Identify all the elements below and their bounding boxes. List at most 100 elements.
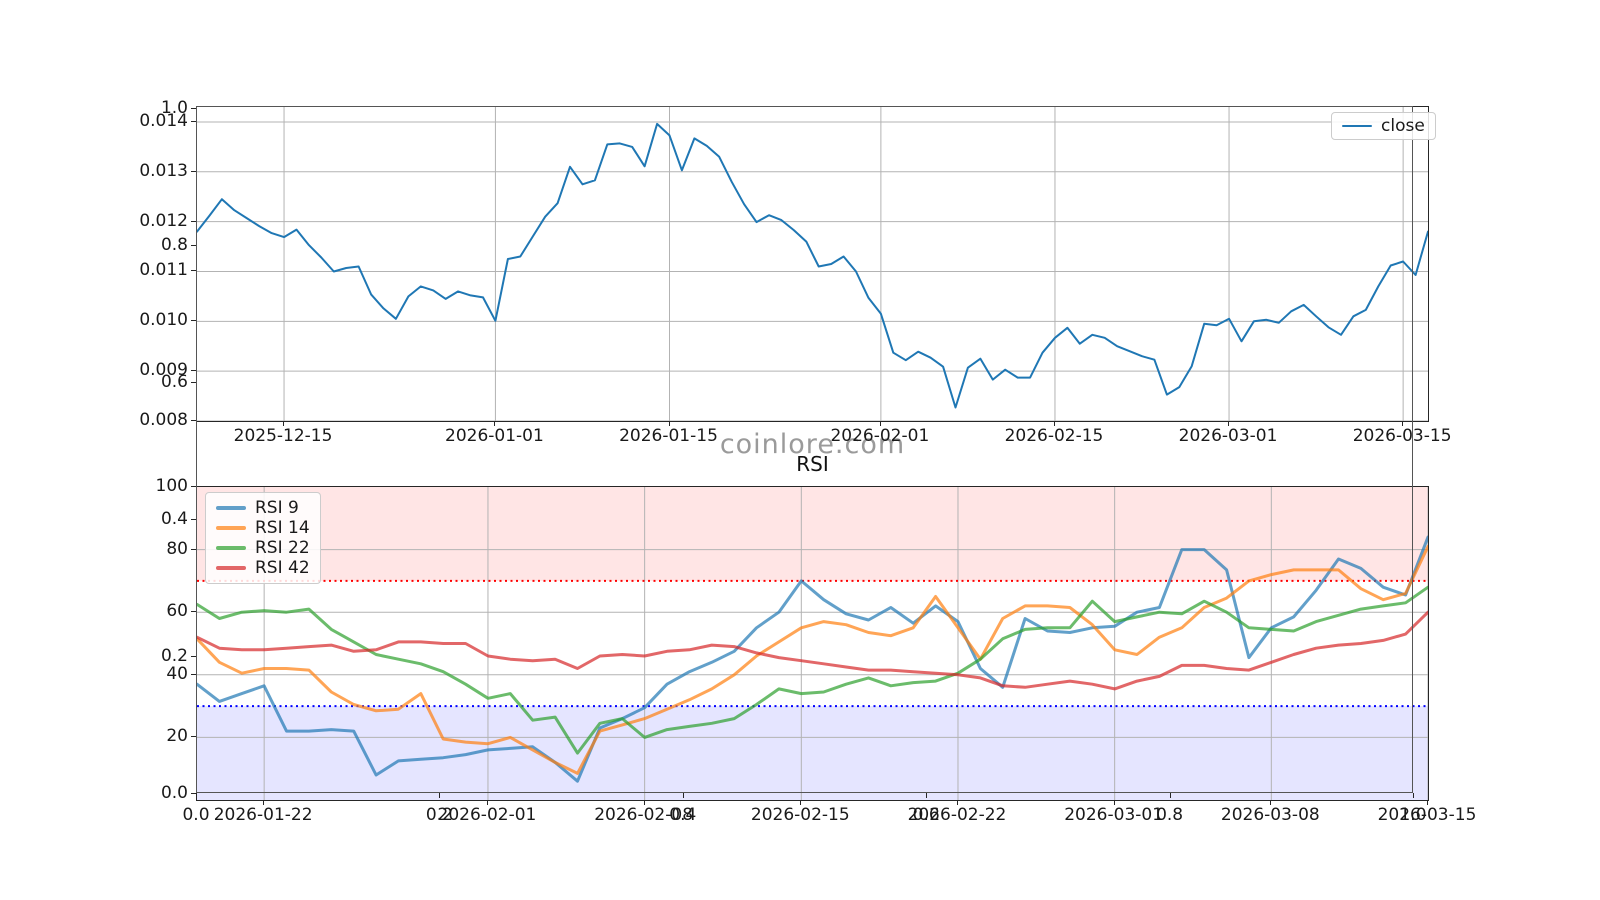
price-y-tick: [191, 420, 196, 421]
price-x-tick-label: 2026-03-15: [1352, 426, 1452, 446]
rsi-x-tick-label: 2026-02-15: [750, 805, 850, 825]
overlay-y-tick: [191, 382, 196, 383]
overlay-y-tick-label: 1.0: [160, 98, 188, 118]
rsi-y-tick: [191, 548, 196, 550]
overlay-x-tick: [926, 793, 928, 798]
rsi-x-tick-label: 2026-02-01: [437, 805, 537, 825]
price-y-tick-label: 0.011: [139, 260, 188, 281]
price-x-tick: [1053, 421, 1055, 426]
legend-line-swatch: [216, 546, 246, 550]
price-x-tick: [879, 421, 881, 426]
rsi-y-tick-label: 80: [166, 538, 188, 559]
price-x-tick-label: 2026-02-15: [1004, 426, 1104, 446]
rsi-y-tick: [191, 736, 196, 738]
legend-label: close: [1381, 116, 1425, 136]
rsi-x-tick-label: 2026-03-15: [1377, 805, 1477, 825]
rsi-x-tick-label: 2026-02-08: [594, 805, 694, 825]
legend-label: RSI 9: [255, 498, 299, 518]
rsi-x-tick-label: 2026-02-22: [907, 805, 1007, 825]
price-chart-svg: [197, 107, 1428, 421]
overlay-y-tick: [191, 245, 196, 246]
overlay-x-tick-label: 0.6: [912, 805, 940, 825]
price-y-tick-label: 0.008: [139, 410, 188, 430]
rsi-chart-panel: [196, 486, 1429, 801]
overlay-y-tick-label: 0.2: [160, 646, 188, 666]
rsi-y-tick: [191, 611, 196, 613]
rsi-x-tick: [1270, 800, 1272, 805]
price-x-tick: [494, 421, 496, 426]
price-x-tick-label: 2026-03-01: [1178, 426, 1278, 446]
price-x-tick: [668, 421, 670, 426]
overlay-x-tick-label: 0.0: [182, 805, 210, 825]
rsi-y-tick: [191, 486, 196, 487]
legend-line-swatch: [216, 526, 246, 530]
rsi-x-tick-label: 2026-03-01: [1064, 805, 1164, 825]
rsi-x-tick: [956, 800, 958, 805]
legend-label: RSI 22: [255, 538, 310, 558]
price-y-tick-label: 0.012: [139, 210, 188, 231]
price-x-tick-label: 2026-02-01: [830, 426, 930, 446]
price-y-tick: [191, 370, 196, 372]
overlay-x-tick: [1413, 793, 1414, 798]
rsi-y-tick-label: 100: [155, 476, 188, 496]
price-x-tick-label: 2026-01-01: [445, 426, 544, 446]
close-legend: close: [1331, 112, 1436, 140]
price-x-tick: [1228, 421, 1230, 426]
rsi-x-tick: [643, 800, 645, 805]
rsi-line-rsi-9: [197, 535, 1428, 783]
rsi-y-tick-label: 40: [166, 663, 188, 684]
price-y-tick: [191, 270, 196, 272]
price-y-tick-label: 0.013: [139, 160, 188, 181]
close-line: [197, 122, 1428, 409]
legend-entry: RSI 14: [216, 518, 310, 538]
rsi-x-tick: [263, 800, 265, 805]
price-y-tick: [191, 220, 196, 222]
price-y-tick: [191, 120, 196, 122]
overlay-x-tick-label: 0.8: [1156, 805, 1184, 825]
legend-line-swatch: [1342, 124, 1372, 128]
rsi-x-tick: [486, 800, 488, 805]
rsi-x-tick: [1113, 800, 1115, 805]
overlay-y-tick: [191, 519, 196, 520]
rsi-panel-title: RSI: [796, 452, 829, 476]
legend-entry: RSI 22: [216, 538, 310, 558]
rsi-legend: RSI 9 RSI 14 RSI 22 RSI 42: [205, 492, 321, 584]
legend-label: RSI 42: [255, 558, 310, 578]
overlay-y-tick: [191, 108, 196, 109]
overlay-y-tick-label: 0.8: [160, 235, 188, 255]
legend-entry: close: [1342, 116, 1425, 136]
overlay-y-tick: [191, 793, 196, 794]
legend-label: RSI 14: [255, 518, 310, 538]
rsi-line-rsi-14: [197, 545, 1428, 775]
legend-line-swatch: [216, 506, 246, 510]
price-chart-panel: [196, 106, 1429, 422]
overlay-y-tick: [191, 656, 196, 657]
legend-line-swatch: [216, 566, 246, 570]
oversold-band: [197, 706, 1428, 800]
price-x-tick: [1402, 421, 1404, 426]
rsi-x-tick-label: 2026-03-08: [1220, 805, 1320, 825]
rsi-line-rsi-22: [197, 585, 1428, 755]
overlay-x-tick: [1169, 793, 1171, 798]
overlay-x-tick: [439, 793, 441, 798]
legend-entry: RSI 9: [216, 498, 310, 518]
rsi-y-tick-label: 20: [166, 726, 188, 747]
price-y-tick-label: 0.014: [139, 110, 188, 131]
rsi-y-tick-label: 60: [166, 601, 188, 622]
rsi-x-tick: [800, 800, 802, 805]
rsi-x-tick-label: 2026-01-22: [213, 805, 313, 825]
overlay-x-tick: [682, 793, 684, 798]
price-x-tick-label: 2026-01-15: [619, 426, 718, 446]
overbought-band: [197, 487, 1428, 581]
overlay-x-tick: [196, 793, 197, 798]
overlay-y-tick-label: 0.6: [160, 372, 188, 392]
overlay-x-tick-label: 0.4: [669, 805, 697, 825]
price-x-tick: [283, 421, 285, 426]
price-y-tick: [191, 170, 196, 172]
overlay-x-tick-label: 1.0: [1399, 805, 1427, 825]
watermark: coinlore.com: [719, 429, 906, 460]
rsi-chart-svg: [197, 487, 1428, 800]
price-y-tick-label: 0.009: [139, 360, 188, 381]
price-x-tick-label: 2025-12-15: [233, 426, 333, 446]
